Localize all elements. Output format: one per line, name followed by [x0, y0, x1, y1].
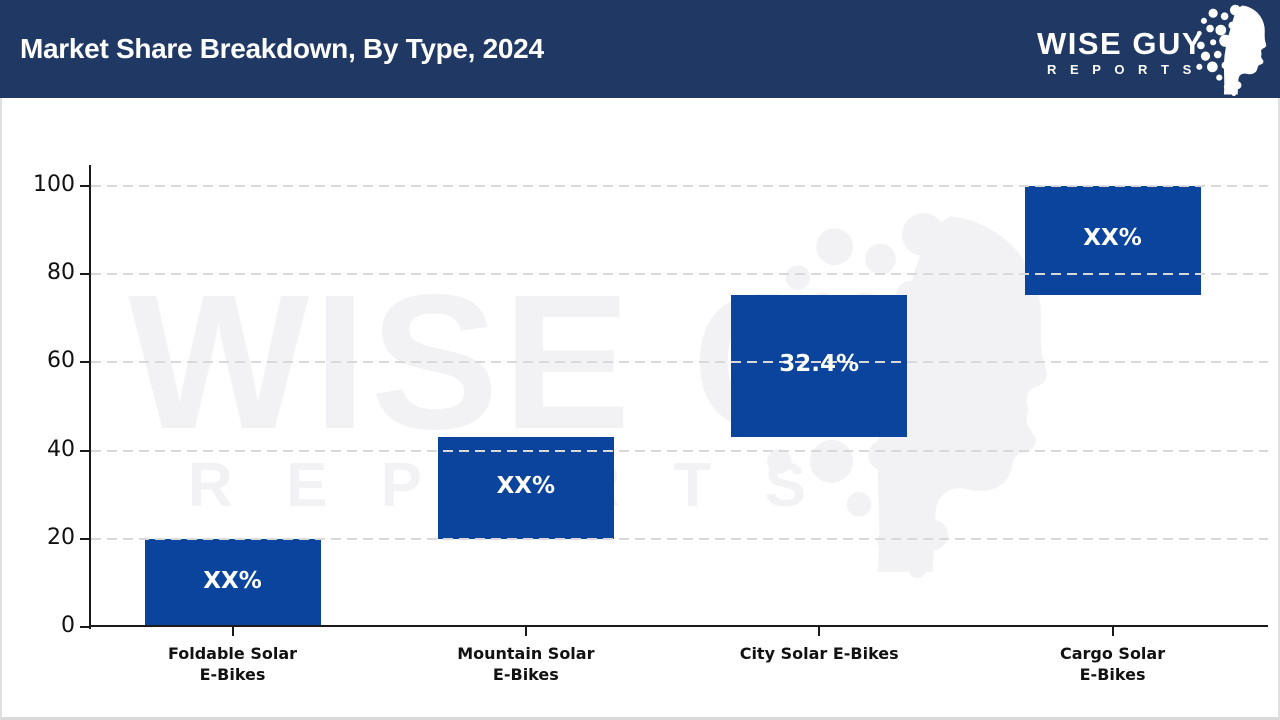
bar-value-label-city-solar-e-bikes: 32.4% — [779, 351, 860, 378]
bar-value-label-cargo-solar-e-bikes: XX% — [1083, 225, 1142, 252]
gridline-y-40 — [91, 449, 1268, 452]
x-axis-line — [89, 625, 1268, 627]
y-tick-label-40: 40 — [47, 436, 75, 462]
brand-subtitle: R E P O R T S — [1047, 62, 1197, 77]
y-axis-line — [89, 165, 91, 629]
gridline-y-60 — [91, 361, 1268, 364]
header-bar: Market Share Breakdown, By Type, 2024 WI… — [0, 0, 1280, 98]
y-tick-label-60: 60 — [47, 348, 75, 374]
category-label-line: E-Bikes — [492, 665, 559, 684]
y-tick-mark-80 — [80, 273, 89, 276]
chart-title: Market Share Breakdown, By Type, 2024 — [20, 33, 544, 64]
category-label-mountain-solar-e-bikes: Mountain Solar E-Bikes — [396, 643, 656, 685]
category-label-line: City Solar E-Bikes — [739, 644, 899, 663]
x-tick-mark-cargo-solar-e-bikes — [1111, 627, 1114, 636]
x-tick-mark-city-solar-e-bikes — [818, 627, 821, 636]
category-label-line: Foldable Solar — [167, 644, 298, 663]
chart-canvas: WISE GU R E P O R T S 020406080100XX%Fol… — [0, 98, 1280, 720]
y-tick-label-100: 100 — [33, 172, 75, 198]
x-tick-mark-mountain-solar-e-bikes — [524, 627, 527, 636]
y-tick-mark-100 — [80, 185, 89, 188]
gridline-y-80 — [91, 273, 1268, 276]
brand-logo: WISE GUY R E P O R T S — [990, 0, 1280, 98]
y-tick-mark-0 — [80, 626, 89, 628]
brand-face-icon — [1190, 4, 1270, 96]
y-tick-label-80: 80 — [47, 260, 75, 286]
category-label-line: Cargo Solar — [1059, 644, 1166, 663]
category-label-cargo-solar-e-bikes: Cargo Solar E-Bikes — [983, 643, 1243, 685]
bar-mountain-solar-e-bikes — [437, 437, 614, 539]
y-tick-label-0: 0 — [61, 613, 75, 638]
brand-name: WISE GUY — [1037, 26, 1205, 61]
category-label-line: E-Bikes — [199, 665, 266, 684]
y-tick-mark-20 — [80, 537, 89, 540]
gridline-y-100 — [91, 185, 1268, 188]
bar-city-solar-e-bikes — [731, 294, 908, 438]
bar-value-label-foldable-solar-e-bikes: XX% — [203, 567, 262, 594]
bar-foldable-solar-e-bikes — [144, 538, 321, 627]
y-tick-label-20: 20 — [47, 524, 75, 550]
category-label-line: Mountain Solar — [457, 644, 595, 663]
y-tick-mark-60 — [80, 361, 89, 364]
y-tick-mark-40 — [80, 449, 89, 452]
bar-cargo-solar-e-bikes — [1024, 186, 1201, 295]
gridline-y-20 — [91, 537, 1268, 540]
category-label-line: E-Bikes — [1079, 665, 1146, 684]
bar-value-label-mountain-solar-e-bikes: XX% — [496, 473, 556, 500]
category-label-foldable-solar-e-bikes: Foldable Solar E-Bikes — [103, 643, 363, 685]
category-label-city-solar-e-bikes: City Solar E-Bikes — [689, 643, 949, 664]
x-tick-mark-foldable-solar-e-bikes — [231, 627, 234, 636]
plot-area: 0 20 40 60 80 100 XX% Foldable Solar E-Bikes XX% M… — [33, 165, 1268, 684]
